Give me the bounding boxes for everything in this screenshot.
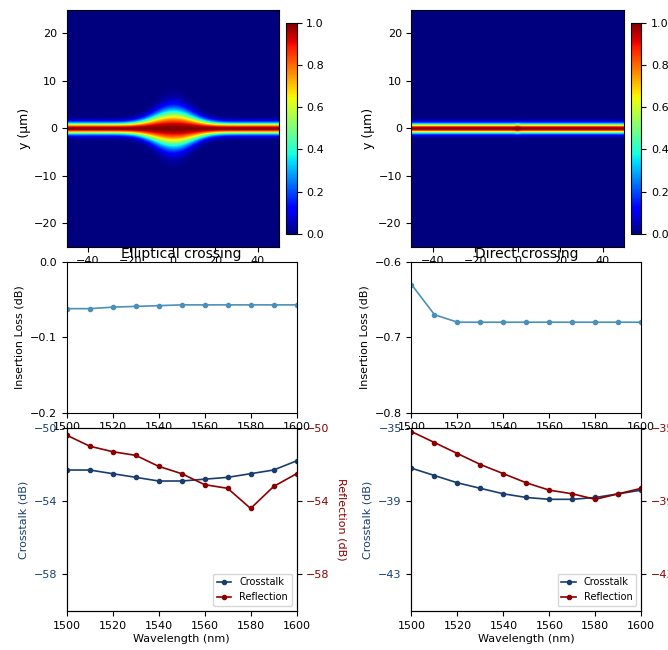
- Line: Crosstalk: Crosstalk: [409, 466, 643, 501]
- Crosstalk: [86, 466, 94, 474]
- Y-axis label: Reflection (dB): Reflection (dB): [337, 478, 347, 561]
- Crosstalk: [615, 490, 623, 498]
- Reflection: [591, 495, 599, 503]
- Crosstalk: [224, 473, 232, 481]
- Reflection: [430, 439, 438, 447]
- Crosstalk: [155, 477, 163, 485]
- Reflection: [293, 470, 301, 478]
- Crosstalk: [500, 490, 508, 498]
- Reflection: [178, 470, 186, 478]
- Crosstalk: [178, 477, 186, 485]
- Crosstalk: [246, 470, 255, 478]
- X-axis label: x (μm): x (μm): [497, 269, 538, 282]
- Reflection: [615, 490, 623, 498]
- Reflection: [224, 484, 232, 492]
- Crosstalk: [109, 470, 117, 478]
- Y-axis label: y (μm): y (μm): [18, 108, 31, 149]
- Y-axis label: Crosstalk (dB): Crosstalk (dB): [363, 480, 373, 558]
- Crosstalk: [430, 472, 438, 480]
- Reflection: [109, 448, 117, 456]
- X-axis label: Wavelength (nm): Wavelength (nm): [134, 634, 230, 644]
- Text: (b): (b): [505, 313, 530, 328]
- Legend: Crosstalk, Reflection: Crosstalk, Reflection: [213, 573, 292, 606]
- Legend: Crosstalk, Reflection: Crosstalk, Reflection: [558, 573, 637, 606]
- Line: Crosstalk: Crosstalk: [65, 459, 299, 483]
- X-axis label: Wavelength (nm): Wavelength (nm): [478, 436, 574, 445]
- Crosstalk: [476, 484, 484, 492]
- Y-axis label: y (μm): y (μm): [363, 108, 375, 149]
- Crosstalk: [591, 493, 599, 501]
- Crosstalk: [407, 464, 415, 472]
- Reflection: [270, 482, 278, 490]
- X-axis label: x (μm): x (μm): [152, 269, 194, 282]
- Reflection: [500, 470, 508, 478]
- Y-axis label: Insertion Loss (dB): Insertion Loss (dB): [359, 285, 369, 389]
- Title: Direct crossing: Direct crossing: [475, 247, 578, 261]
- Crosstalk: [545, 495, 553, 503]
- Y-axis label: Insertion Loss (dB): Insertion Loss (dB): [15, 285, 25, 389]
- Reflection: [637, 484, 645, 492]
- Line: Reflection: Reflection: [409, 430, 643, 501]
- Y-axis label: Crosstalk (dB): Crosstalk (dB): [18, 480, 28, 558]
- Reflection: [155, 462, 163, 470]
- Reflection: [522, 479, 530, 487]
- Line: Reflection: Reflection: [65, 433, 299, 510]
- Text: (a): (a): [161, 313, 185, 328]
- Crosstalk: [568, 495, 576, 503]
- X-axis label: Wavelength (nm): Wavelength (nm): [134, 436, 230, 445]
- Reflection: [132, 452, 140, 460]
- Reflection: [545, 486, 553, 494]
- Reflection: [200, 481, 208, 489]
- Crosstalk: [637, 486, 645, 494]
- X-axis label: Wavelength (nm): Wavelength (nm): [478, 634, 574, 644]
- Crosstalk: [270, 466, 278, 474]
- Crosstalk: [132, 473, 140, 481]
- Reflection: [476, 461, 484, 469]
- Reflection: [407, 428, 415, 436]
- Crosstalk: [200, 475, 208, 483]
- Reflection: [454, 450, 462, 458]
- Reflection: [246, 504, 255, 512]
- Title: Elliptical crossing: Elliptical crossing: [122, 247, 242, 261]
- Reflection: [63, 432, 71, 439]
- Crosstalk: [63, 466, 71, 474]
- Reflection: [568, 490, 576, 498]
- Reflection: [86, 442, 94, 450]
- Crosstalk: [522, 493, 530, 501]
- Crosstalk: [293, 457, 301, 465]
- Crosstalk: [454, 479, 462, 487]
